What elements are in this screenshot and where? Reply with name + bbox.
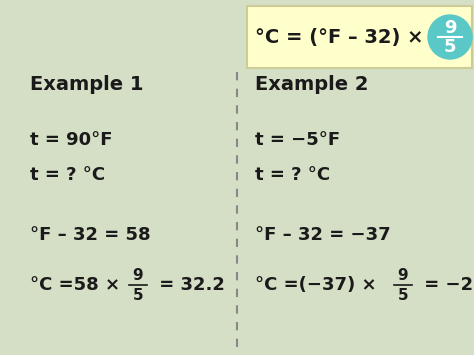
Text: °C =58 ×: °C =58 ×: [30, 276, 120, 294]
Text: t = ? °C: t = ? °C: [255, 166, 330, 184]
Text: t = ? °C: t = ? °C: [30, 166, 105, 184]
Text: = 32.2: = 32.2: [153, 276, 225, 294]
Text: t = −5°F: t = −5°F: [255, 131, 340, 149]
Text: 5: 5: [444, 38, 456, 56]
Text: 5: 5: [133, 289, 143, 304]
Text: °F – 32 = −37: °F – 32 = −37: [255, 226, 391, 244]
Text: 5: 5: [398, 289, 408, 304]
Circle shape: [428, 15, 472, 59]
Text: °F – 32 = 58: °F – 32 = 58: [30, 226, 151, 244]
Text: °C = (°F – 32) ×: °C = (°F – 32) ×: [255, 27, 423, 47]
Text: Example 1: Example 1: [30, 76, 144, 94]
Text: Example 2: Example 2: [255, 76, 368, 94]
Text: 9: 9: [444, 19, 456, 37]
Text: t = 90°F: t = 90°F: [30, 131, 112, 149]
FancyBboxPatch shape: [247, 6, 472, 68]
Text: 9: 9: [398, 268, 408, 283]
Text: 9: 9: [133, 268, 143, 283]
Text: = −20.5: = −20.5: [418, 276, 474, 294]
Text: °C =(−37) ×: °C =(−37) ×: [255, 276, 377, 294]
